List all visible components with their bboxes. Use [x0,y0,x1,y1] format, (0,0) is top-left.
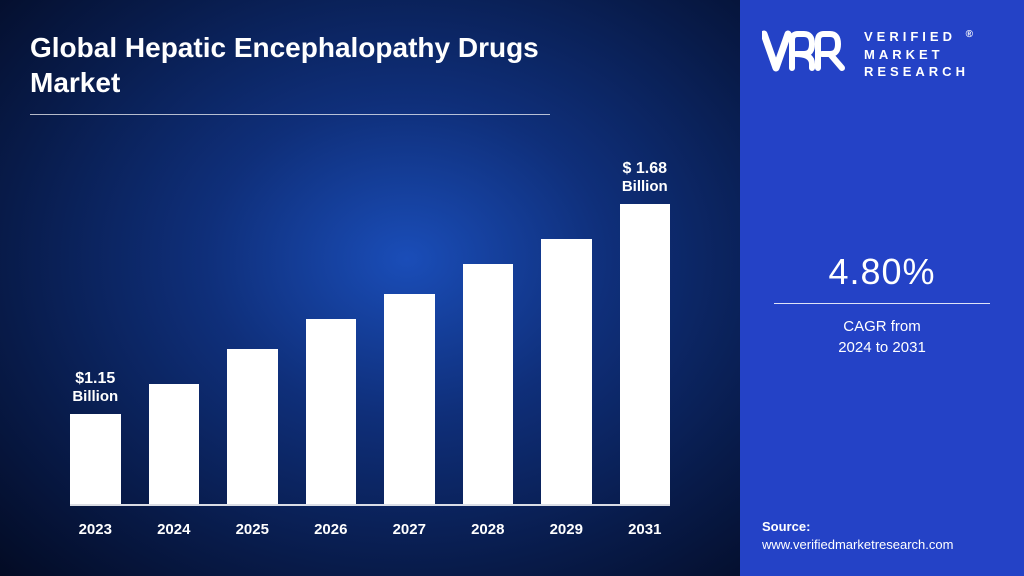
bar-label-last: $ 1.68 Billion [622,159,668,196]
cagr-value: 4.80% [762,251,1002,293]
brand-line3: RESEARCH [864,63,977,81]
bar-2026 [306,319,357,504]
bar-2023: $1.15 Billion [70,369,121,504]
brand-text: VERIFIED ® MARKET RESEARCH [864,28,977,81]
brand-line2: MARKET [864,46,977,64]
tick-3: 2026 [306,521,357,538]
bar-rect-3 [306,319,357,504]
bar-2025 [227,349,278,504]
tick-1: 2024 [149,521,200,538]
bar-rect-4 [384,294,435,504]
cagr-caption: CAGR from 2024 to 2031 [762,316,1002,360]
x-axis-line [70,504,670,506]
tick-6: 2029 [541,521,592,538]
bar-label-last-value: $ 1.68 [623,160,667,177]
bar-label-first-unit: Billion [72,388,118,406]
bar-rect-2 [227,349,278,504]
bar-2028 [463,264,514,504]
tick-5: 2028 [463,521,514,538]
bar-label-first-value: $1.15 [75,370,115,387]
infographic-container: Global Hepatic Encephalopathy Drugs Mark… [0,0,1024,576]
bar-label-last-unit: Billion [622,178,668,196]
bar-2029 [541,239,592,504]
source-label: Source: [762,518,1002,536]
cagr-underline [774,303,990,304]
bar-label-first: $1.15 Billion [72,369,118,406]
bar-2031: $ 1.68 Billion [620,159,671,504]
tick-4: 2027 [384,521,435,538]
bar-2027 [384,294,435,504]
tick-2: 2025 [227,521,278,538]
chart-panel: Global Hepatic Encephalopathy Drugs Mark… [0,0,740,576]
bar-rect-7 [620,204,671,504]
sidebar-panel: VERIFIED ® MARKET RESEARCH 4.80% CAGR fr… [740,0,1024,576]
bars-group: $1.15 Billion [70,194,670,504]
bar-chart: $1.15 Billion [30,125,710,556]
brand-line1: VERIFIED [864,29,956,44]
bar-rect-5 [463,264,514,504]
bar-rect-6 [541,239,592,504]
logo-mark-icon [762,28,854,76]
registered-icon: ® [966,29,977,40]
bar-rect-0 [70,414,121,504]
x-axis-ticks: 2023 2024 2025 2026 2027 2028 2029 2031 [70,521,670,538]
cagr-caption-line1: CAGR from [843,318,921,335]
tick-7: 2031 [620,521,671,538]
cagr-caption-line2: 2024 to 2031 [838,339,926,356]
bar-2024 [149,384,200,504]
source-url: www.verifiedmarketresearch.com [762,536,1002,554]
page-title: Global Hepatic Encephalopathy Drugs Mark… [30,30,550,100]
brand-logo: VERIFIED ® MARKET RESEARCH [762,28,1002,81]
bar-rect-1 [149,384,200,504]
source-block: Source: www.verifiedmarketresearch.com [762,518,1002,554]
title-underline [30,114,550,115]
tick-0: 2023 [70,521,121,538]
cagr-block: 4.80% CAGR from 2024 to 2031 [762,251,1002,360]
